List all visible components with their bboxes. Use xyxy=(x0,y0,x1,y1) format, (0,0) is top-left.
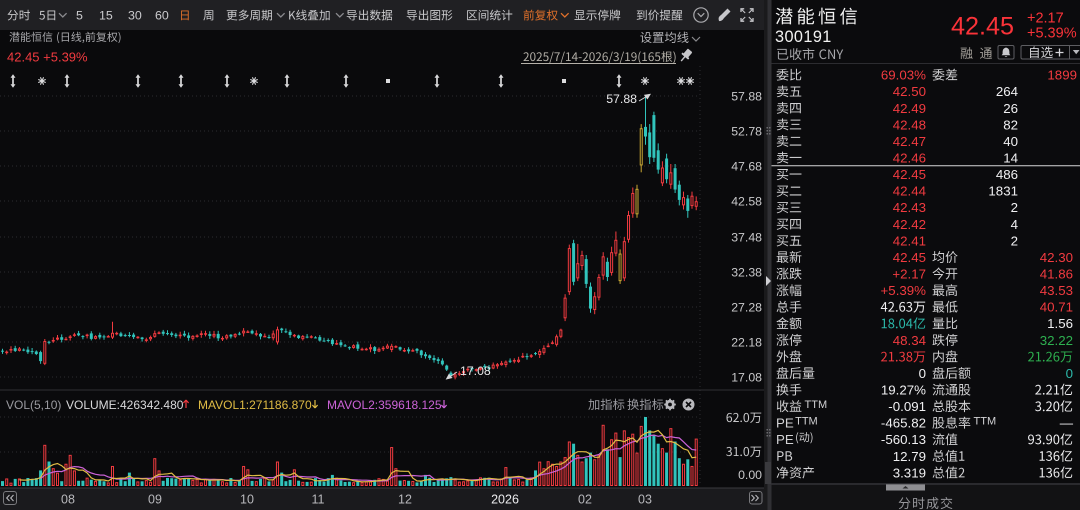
svg-text:26: 26 xyxy=(1003,101,1018,116)
svg-text:-0.091: -0.091 xyxy=(888,399,926,414)
svg-text:42.50: 42.50 xyxy=(893,84,926,99)
svg-text:+5.39%: +5.39% xyxy=(1027,26,1077,42)
svg-text:03: 03 xyxy=(638,493,652,507)
svg-text:-465.82: -465.82 xyxy=(881,416,926,431)
svg-text:42.46: 42.46 xyxy=(893,151,926,166)
svg-text:42.58: 42.58 xyxy=(731,194,762,208)
svg-text:42.43: 42.43 xyxy=(893,200,926,215)
svg-text:486: 486 xyxy=(996,167,1018,182)
svg-text:TTM: TTM xyxy=(795,416,818,428)
svg-text:42.42: 42.42 xyxy=(893,217,926,232)
svg-text:02: 02 xyxy=(578,493,592,507)
svg-text:TTM: TTM xyxy=(805,399,828,411)
svg-text:11: 11 xyxy=(312,493,325,507)
svg-text:17.08: 17.08 xyxy=(460,364,491,378)
svg-text:2026: 2026 xyxy=(491,493,519,507)
svg-text:10: 10 xyxy=(240,493,254,507)
svg-text:1831: 1831 xyxy=(988,184,1018,199)
svg-text:+2.17: +2.17 xyxy=(892,267,926,282)
svg-text:VOL(5,10): VOL(5,10) xyxy=(6,398,61,412)
svg-text:22.18: 22.18 xyxy=(731,335,762,349)
svg-text:40: 40 xyxy=(1003,134,1018,149)
svg-text:PE: PE xyxy=(776,416,794,431)
svg-text:15: 15 xyxy=(99,9,113,23)
svg-text:48.34: 48.34 xyxy=(893,333,926,348)
svg-text:42.45: 42.45 xyxy=(893,167,926,182)
svg-text:0: 0 xyxy=(1066,366,1073,381)
svg-text:12.79: 12.79 xyxy=(893,449,926,464)
svg-text:82: 82 xyxy=(1003,117,1018,132)
svg-text:1.56: 1.56 xyxy=(1047,316,1073,331)
svg-text:57.88: 57.88 xyxy=(731,89,762,103)
svg-text:32.38: 32.38 xyxy=(731,265,762,279)
svg-text:40.71: 40.71 xyxy=(1040,300,1073,315)
svg-text:69.03%: 69.03% xyxy=(881,68,926,83)
svg-text:42.41: 42.41 xyxy=(893,233,926,248)
svg-text:MAVOL2:359618.125: MAVOL2:359618.125 xyxy=(327,398,442,412)
svg-text:09: 09 xyxy=(148,493,162,507)
svg-text:2: 2 xyxy=(1011,233,1018,248)
svg-text:-560.13: -560.13 xyxy=(881,432,926,447)
svg-text:MAVOL1:271186.870: MAVOL1:271186.870 xyxy=(198,398,312,412)
svg-text:42.45: 42.45 xyxy=(951,13,1014,41)
svg-text:42.45: 42.45 xyxy=(893,250,926,265)
svg-text:37.48: 37.48 xyxy=(731,230,762,244)
svg-text:47.68: 47.68 xyxy=(731,159,762,173)
svg-text:27.28: 27.28 xyxy=(731,300,762,314)
svg-text:2: 2 xyxy=(1011,200,1018,215)
svg-text:PE: PE xyxy=(776,432,794,447)
svg-text:14: 14 xyxy=(1003,151,1018,166)
svg-text:42.47: 42.47 xyxy=(893,134,926,149)
svg-text:60: 60 xyxy=(155,9,169,23)
svg-text:+2.17: +2.17 xyxy=(1027,11,1064,27)
svg-text:4: 4 xyxy=(1011,217,1018,232)
svg-text:1899: 1899 xyxy=(1047,68,1077,83)
svg-text:42.44: 42.44 xyxy=(893,184,926,199)
svg-text:42.49: 42.49 xyxy=(893,101,926,116)
svg-text:VOLUME:426342.480: VOLUME:426342.480 xyxy=(66,398,184,412)
svg-text:52.78: 52.78 xyxy=(731,124,762,138)
svg-text:12: 12 xyxy=(398,493,412,507)
svg-text:—: — xyxy=(1060,416,1074,431)
svg-text:TTM: TTM xyxy=(974,416,997,428)
svg-text:264: 264 xyxy=(996,84,1018,99)
svg-text:42.48: 42.48 xyxy=(893,117,926,132)
svg-text:17.08: 17.08 xyxy=(731,370,762,384)
svg-text:08: 08 xyxy=(61,493,75,507)
svg-text:300191: 300191 xyxy=(775,28,832,46)
svg-text:32.22: 32.22 xyxy=(1040,333,1073,348)
svg-text:41.86: 41.86 xyxy=(1040,267,1073,282)
svg-text:5: 5 xyxy=(76,9,83,23)
svg-text:19.27%: 19.27% xyxy=(881,383,926,398)
svg-text:42.30: 42.30 xyxy=(1040,250,1073,265)
svg-text:43.53: 43.53 xyxy=(1040,283,1073,298)
svg-text:57.88: 57.88 xyxy=(606,92,637,106)
svg-text:42.45 +5.39%: 42.45 +5.39% xyxy=(7,50,88,65)
svg-text:0: 0 xyxy=(919,366,926,381)
svg-text:30: 30 xyxy=(128,9,142,23)
svg-text:0.00: 0.00 xyxy=(738,468,762,482)
svg-text:3.319: 3.319 xyxy=(893,465,926,480)
svg-text:+5.39%: +5.39% xyxy=(881,283,927,298)
